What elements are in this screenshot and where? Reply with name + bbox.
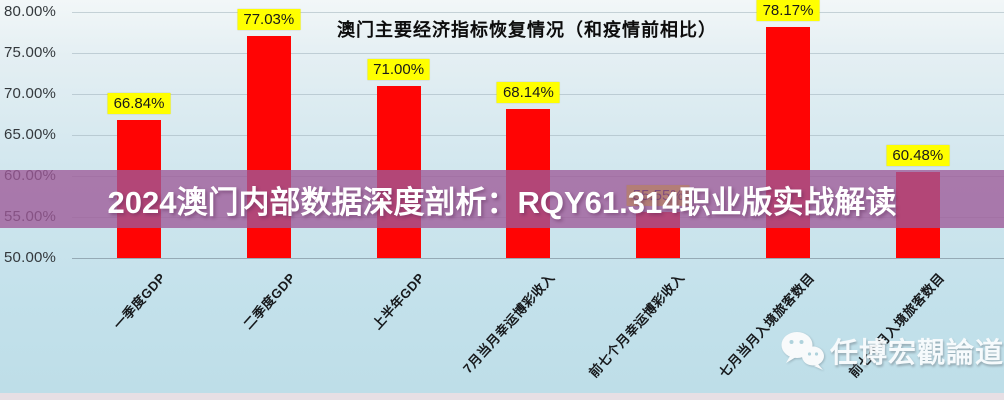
bar-value-label: 60.48%: [886, 145, 950, 167]
y-axis-tick-label: 80.00%: [4, 3, 57, 20]
overlay-text: 2024澳门内部数据深度剖析：RQY61.314职业版实战解读: [107, 184, 897, 220]
overlay-banner: 2024澳门内部数据深度剖析：RQY61.314职业版实战解读: [0, 170, 1004, 228]
gridline: [72, 12, 1004, 13]
gridline: [72, 53, 1004, 54]
x-axis-category-label: 一季度GDP: [110, 270, 169, 333]
bar-value-label: 71.00%: [367, 58, 431, 80]
watermark-text: 任博宏觀論道: [830, 337, 1004, 368]
bottom-strip: [0, 393, 1004, 400]
wechat-icon: [781, 332, 824, 370]
x-axis-category-label: 二季度GDP: [240, 270, 299, 333]
y-axis-tick-label: 70.00%: [4, 85, 57, 102]
y-axis-tick-label: 65.00%: [4, 126, 57, 143]
bar-value-label: 77.03%: [237, 9, 301, 31]
y-axis-tick-label: 75.00%: [4, 44, 57, 61]
x-axis-category-label: 7月当月幸运博彩收入: [460, 270, 558, 377]
bar-value-label: 66.84%: [107, 92, 171, 114]
bar-value-label: 78.17%: [756, 0, 820, 21]
watermark: 任博宏觀論道: [780, 330, 1004, 372]
y-axis-tick-label: 50.00%: [4, 249, 57, 266]
bar-value-label: 68.14%: [496, 82, 560, 104]
gridline: [72, 258, 1004, 259]
chart-title: 澳门主要经济指标恢复情况（和疫情前相比）: [337, 20, 717, 40]
x-axis-category-label: 上半年GDP: [369, 270, 428, 333]
x-axis-category-label: 前七个月幸运博彩收入: [586, 270, 688, 381]
